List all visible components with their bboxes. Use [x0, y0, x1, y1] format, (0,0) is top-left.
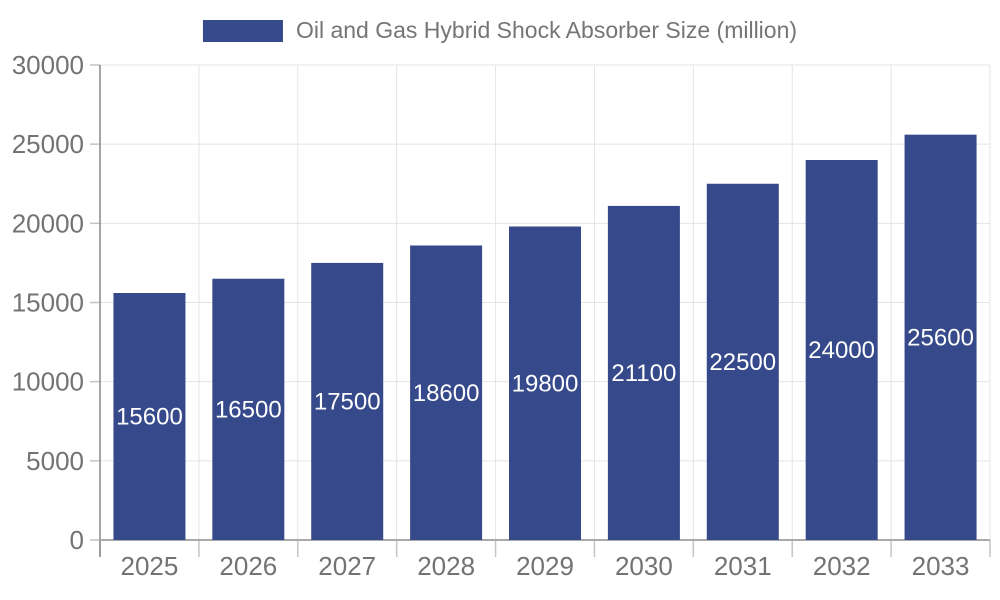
- bar-value-label: 19800: [512, 370, 579, 397]
- bar-2026[interactable]: [212, 278, 285, 540]
- legend-swatch: [202, 19, 283, 42]
- legend-label: Oil and Gas Hybrid Shock Absorber Size (…: [295, 17, 798, 43]
- x-tick-label: 2027: [318, 551, 376, 581]
- bar-value-label: 24000: [808, 337, 875, 364]
- bar-value-label: 15600: [116, 404, 183, 431]
- x-tick-label: 2030: [615, 551, 673, 581]
- bar-value-label: 16500: [215, 396, 282, 423]
- y-tick-label: 20000: [12, 208, 84, 238]
- bar-2031[interactable]: [706, 183, 779, 540]
- x-tick-label: 2032: [813, 551, 871, 581]
- bar-2030[interactable]: [607, 205, 680, 540]
- legend[interactable]: Oil and Gas Hybrid Shock Absorber Size (…: [202, 17, 798, 43]
- bar-2029[interactable]: [509, 226, 581, 541]
- x-tick-label: 2029: [516, 551, 574, 581]
- y-tick-label: 15000: [12, 288, 84, 318]
- y-tick-label: 10000: [12, 367, 84, 397]
- bar-2027[interactable]: [311, 262, 384, 540]
- x-tick-label: 2031: [714, 551, 772, 581]
- x-tick-label: 2028: [417, 551, 475, 581]
- y-tick-label: 25000: [12, 129, 84, 159]
- bar-2028[interactable]: [410, 245, 483, 541]
- bar-value-label: 21100: [611, 360, 676, 387]
- bar-2032[interactable]: [805, 160, 878, 540]
- x-tick-label: 2025: [121, 551, 179, 581]
- bar-2025[interactable]: [113, 293, 186, 540]
- bar-value-label: 17500: [314, 388, 381, 415]
- bar-2033[interactable]: [904, 134, 977, 540]
- y-tick-label: 5000: [26, 446, 84, 476]
- y-tick-label: 0: [70, 525, 84, 555]
- y-tick-label: 30000: [12, 50, 84, 80]
- bar-value-label: 18600: [413, 380, 480, 407]
- bar-value-label: 25600: [907, 324, 974, 351]
- x-tick-label: 2026: [219, 551, 277, 581]
- bar-value-label: 22500: [709, 349, 776, 376]
- x-tick-label: 2033: [912, 551, 970, 581]
